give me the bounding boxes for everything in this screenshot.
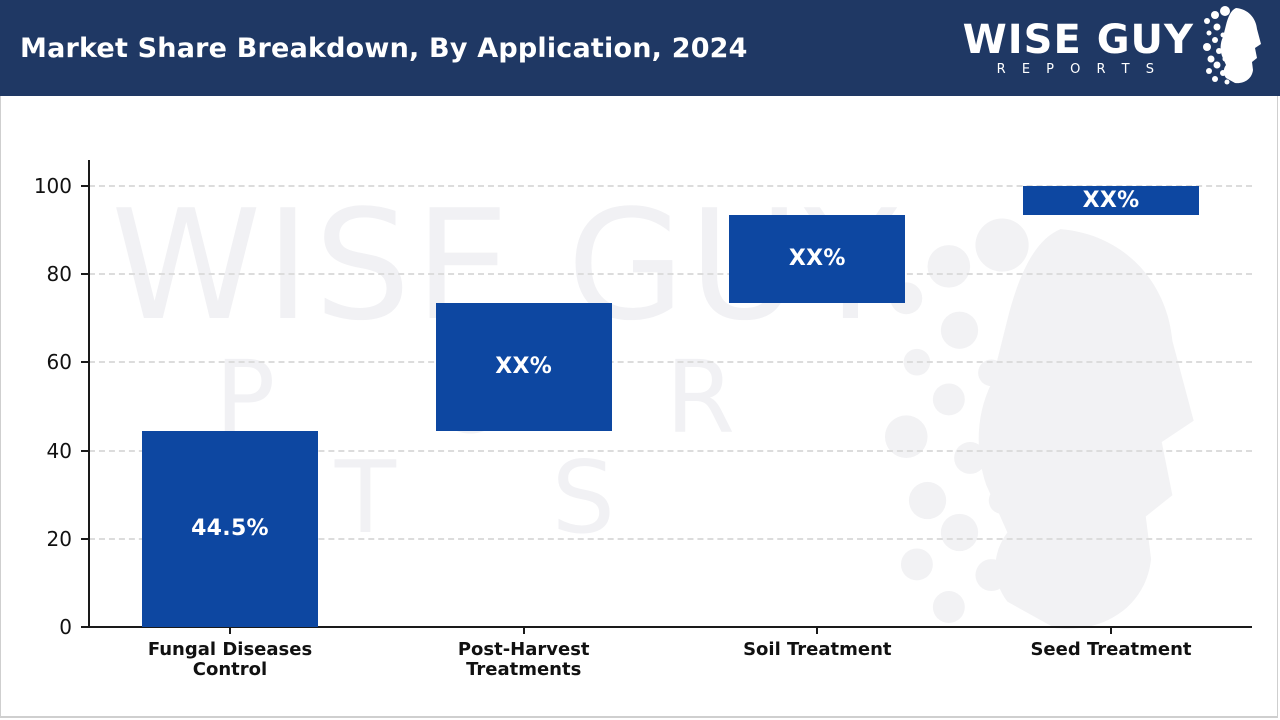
x-category-line: Soil Treatment <box>743 639 892 660</box>
bar-segment: XX% <box>729 214 906 303</box>
bar-segment: XX% <box>1023 186 1199 215</box>
x-category-line: Treatments <box>466 659 582 680</box>
bar-segment: XX% <box>435 302 612 431</box>
bar-segment: 44.5% <box>142 430 318 627</box>
x-category-line: Seed Treatment <box>1030 639 1192 660</box>
y-tick <box>81 626 89 628</box>
gridline <box>89 361 1252 364</box>
y-tick <box>81 449 89 452</box>
x-category-line: Post-Harvest <box>457 639 590 660</box>
y-tick-label: 60 <box>46 350 72 375</box>
page-title: Market Share Breakdown, By Application, … <box>20 32 748 64</box>
x-tick <box>1110 628 1112 634</box>
x-category-label: Fungal Diseases Control <box>100 640 360 680</box>
x-category-label: Seed Treatment <box>981 640 1241 660</box>
gridline <box>89 185 1252 187</box>
gridline <box>89 273 1252 276</box>
x-tick <box>816 628 819 634</box>
y-tick-label: 20 <box>46 526 72 551</box>
gridline <box>89 449 1252 452</box>
x-category-line: Fungal Diseases <box>147 639 313 660</box>
gridline <box>89 537 1252 540</box>
logo-text: WISE GUY R E P O R T S <box>963 20 1194 76</box>
bar-value-label: 44.5% <box>191 516 269 542</box>
y-tick <box>81 537 89 540</box>
bar-value-label: XX% <box>495 354 553 380</box>
y-axis-line <box>88 160 90 628</box>
x-category-label: Post-Harvest Treatments <box>394 640 654 680</box>
y-tick-label: 40 <box>46 438 72 463</box>
wise-guy-logo: WISE GUY R E P O R T S <box>963 6 1262 90</box>
x-category-line: Control <box>192 659 268 680</box>
header-bar: Market Share Breakdown, By Application, … <box>0 0 1280 96</box>
y-tick-label: 80 <box>46 262 72 287</box>
y-tick <box>81 273 89 276</box>
logo-wordmark: WISE GUY <box>962 17 1194 63</box>
y-tick-label: 100 <box>33 174 72 198</box>
logo-subtitle: R E P O R T S <box>996 62 1160 77</box>
y-tick <box>81 185 89 187</box>
x-tick <box>522 628 525 634</box>
x-axis-line <box>89 626 1252 628</box>
x-tick <box>229 628 231 634</box>
dotted-face-icon <box>1203 6 1261 85</box>
y-tick-label: 0 <box>59 615 72 639</box>
x-category-label: Soil Treatment <box>687 640 947 660</box>
bar-value-label: XX% <box>788 246 846 272</box>
bar-value-label: XX% <box>1082 187 1140 213</box>
y-tick <box>81 361 89 364</box>
